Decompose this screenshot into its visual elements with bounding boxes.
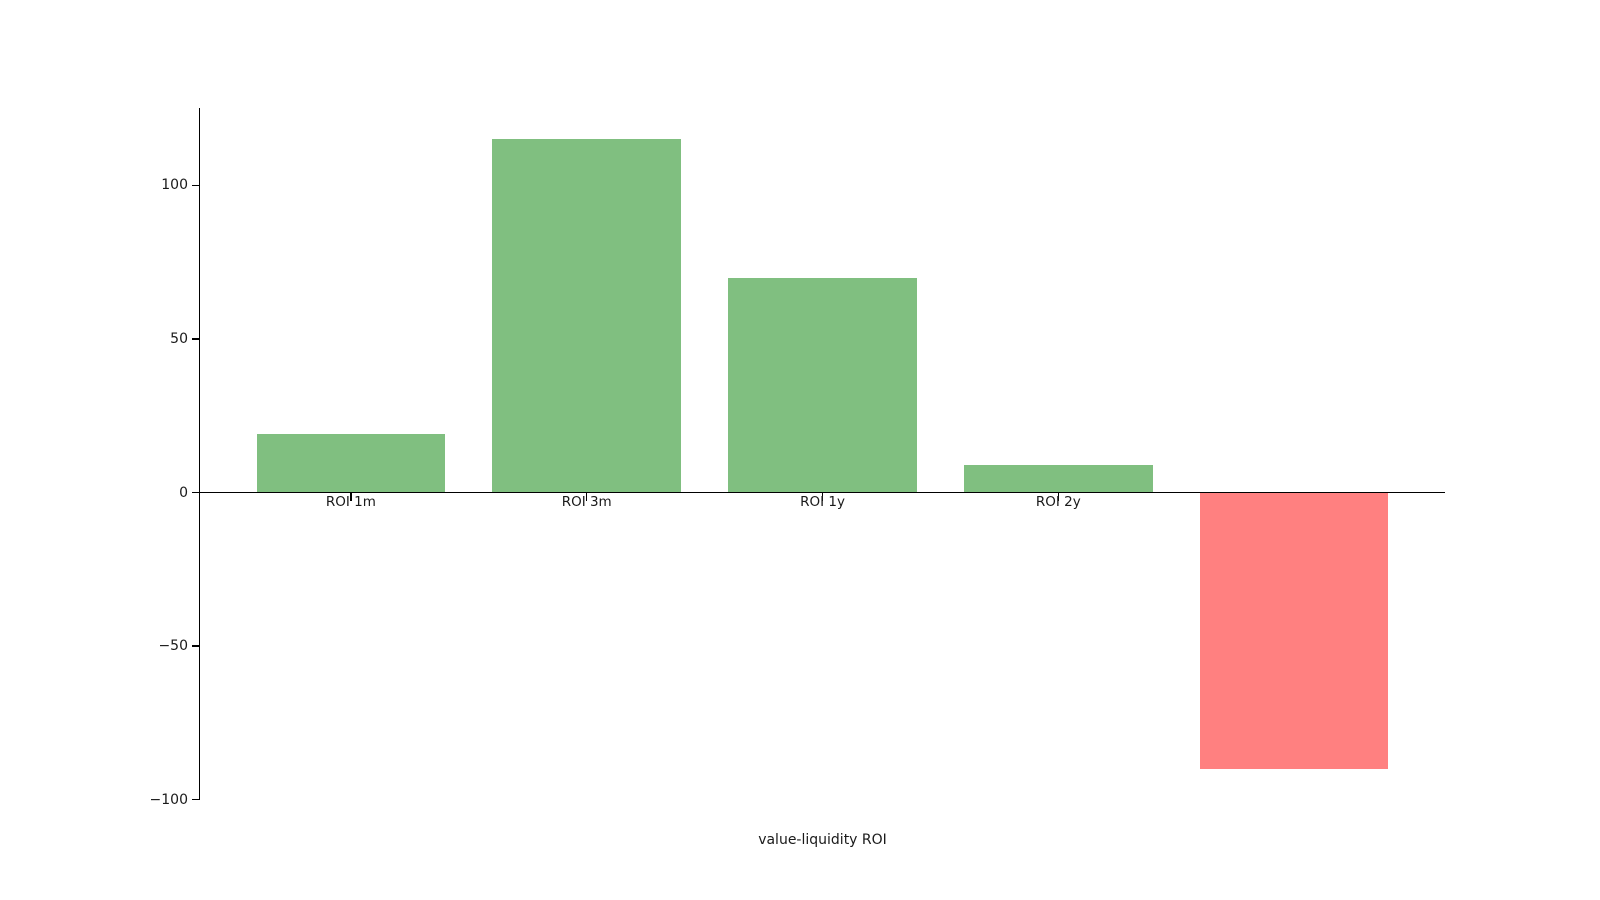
x-tick (585, 492, 588, 501)
x-tick-label: ROI 1m (325, 494, 376, 510)
y-tick (191, 338, 199, 340)
x-tick (350, 492, 352, 501)
y-tick-label: 50 (170, 330, 188, 347)
y-tick-label: −50 (158, 638, 188, 655)
y-tick-label: 0 (179, 484, 188, 501)
y-tick-label: 100 (161, 177, 188, 194)
bar-roi-1y (728, 277, 917, 493)
y-tick-label: −100 (149, 791, 188, 808)
y-tick (191, 798, 199, 801)
y-tick (191, 184, 199, 187)
x-tick (1057, 492, 1060, 501)
bar-roi-1m (256, 434, 446, 493)
bar-4 (1199, 492, 1389, 769)
y-tick (191, 645, 199, 647)
y-tick (191, 491, 199, 494)
x-tick (821, 492, 824, 501)
x-tick-label: ROI 1y (800, 494, 845, 510)
x-axis-title: value-liquidity ROI (758, 832, 887, 848)
bar-roi-3m (492, 139, 681, 493)
x-tick-label: ROI 2y (1035, 494, 1081, 510)
x-tick-label: ROI 3m (561, 494, 612, 510)
bar-roi-2y (963, 464, 1153, 493)
y-axis-line (198, 107, 200, 800)
